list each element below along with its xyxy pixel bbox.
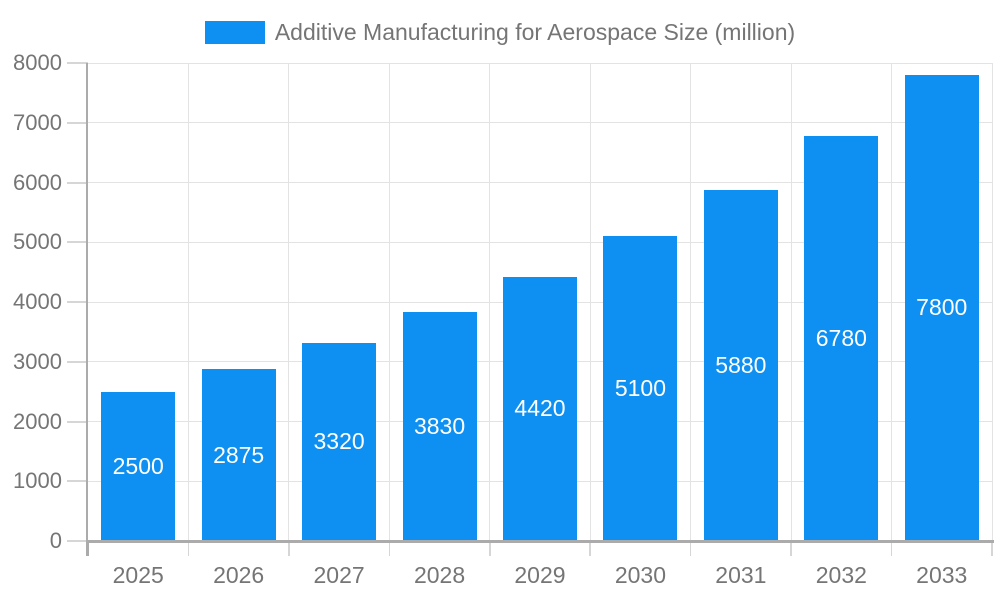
y-axis-label: 8000 bbox=[13, 50, 62, 75]
y-axis-tick bbox=[67, 540, 88, 542]
x-axis-tick bbox=[790, 541, 792, 556]
y-axis-label: 2000 bbox=[13, 408, 62, 434]
y-axis-tick bbox=[67, 360, 88, 363]
gridline-horizontal bbox=[88, 241, 992, 243]
x-axis-label: 2028 bbox=[413, 562, 466, 588]
y-axis-label: 1000 bbox=[13, 468, 62, 494]
y-axis-label: 6000 bbox=[13, 169, 62, 195]
x-axis-label: 2025 bbox=[112, 562, 164, 588]
x-axis-label: 2026 bbox=[213, 562, 265, 588]
y-axis-label: 0 bbox=[49, 528, 62, 553]
y-axis-line bbox=[86, 63, 88, 556]
legend[interactable]: Additive Manufacturing for Aerospace Siz… bbox=[0, 18, 1000, 46]
y-axis-label: 5000 bbox=[13, 229, 62, 255]
x-axis-tick bbox=[890, 541, 893, 556]
gridline-vertical bbox=[489, 63, 491, 541]
legend-label: Additive Manufacturing for Aerospace Siz… bbox=[274, 18, 796, 45]
bar-value-label: 5880 bbox=[715, 351, 767, 378]
y-axis-tick bbox=[67, 301, 88, 303]
bar[interactable]: 5880 bbox=[703, 189, 778, 541]
x-axis-label: 2029 bbox=[514, 562, 566, 588]
gridline-horizontal bbox=[88, 62, 992, 64]
bar[interactable]: 4420 bbox=[503, 276, 577, 541]
gridline-vertical bbox=[589, 63, 591, 541]
bar[interactable]: 5100 bbox=[603, 236, 678, 541]
bar[interactable]: 2500 bbox=[101, 391, 176, 541]
x-axis-tick bbox=[991, 541, 993, 556]
gridline-vertical bbox=[288, 63, 290, 541]
gridline-horizontal bbox=[88, 122, 992, 124]
y-axis-tick bbox=[67, 480, 88, 483]
bar-value-label: 4420 bbox=[514, 395, 566, 422]
y-axis-label: 4000 bbox=[13, 289, 62, 314]
x-axis-tick bbox=[288, 541, 290, 556]
y-axis-tick bbox=[67, 241, 88, 244]
bar[interactable]: 6780 bbox=[804, 135, 879, 541]
y-axis-label: 3000 bbox=[13, 348, 62, 374]
bar[interactable]: 3320 bbox=[302, 342, 377, 541]
gridline-horizontal bbox=[88, 182, 992, 183]
x-axis-label: 2027 bbox=[313, 562, 365, 588]
x-axis-tick bbox=[388, 541, 391, 556]
bar-value-label: 3320 bbox=[313, 428, 365, 455]
y-axis-tick bbox=[67, 181, 88, 184]
x-axis-tick bbox=[589, 541, 591, 556]
bar-value-label: 7800 bbox=[916, 294, 968, 321]
bar-value-label: 5100 bbox=[614, 375, 667, 402]
bar-value-label: 6780 bbox=[815, 324, 867, 351]
gridline-vertical bbox=[790, 63, 792, 541]
bar-value-label: 2875 bbox=[213, 441, 265, 468]
x-axis-label: 2032 bbox=[815, 562, 867, 588]
x-axis-tick bbox=[489, 541, 491, 556]
bar[interactable]: 3830 bbox=[402, 312, 477, 541]
x-axis-label: 2030 bbox=[614, 562, 667, 588]
legend-swatch[interactable] bbox=[204, 20, 265, 44]
gridline-vertical bbox=[388, 63, 390, 541]
x-axis-label: 2031 bbox=[715, 562, 767, 588]
y-axis-tick bbox=[67, 62, 88, 64]
y-axis-tick bbox=[67, 121, 88, 124]
bar[interactable]: 7800 bbox=[904, 74, 979, 541]
x-axis-line bbox=[86, 540, 994, 543]
bar[interactable]: 2875 bbox=[201, 369, 276, 541]
y-axis-label: 7000 bbox=[13, 109, 62, 135]
x-axis-tick bbox=[187, 541, 190, 556]
y-axis-tick bbox=[67, 420, 88, 423]
gridline-vertical bbox=[991, 63, 993, 541]
x-axis-label: 2033 bbox=[916, 562, 968, 588]
x-axis-tick bbox=[87, 541, 89, 556]
gridline-vertical bbox=[690, 63, 692, 541]
bar-value-label: 2500 bbox=[112, 452, 164, 479]
gridline-vertical bbox=[891, 63, 893, 541]
x-axis-tick bbox=[689, 541, 692, 556]
gridline-vertical bbox=[187, 63, 189, 541]
bar-value-label: 3830 bbox=[413, 413, 466, 440]
